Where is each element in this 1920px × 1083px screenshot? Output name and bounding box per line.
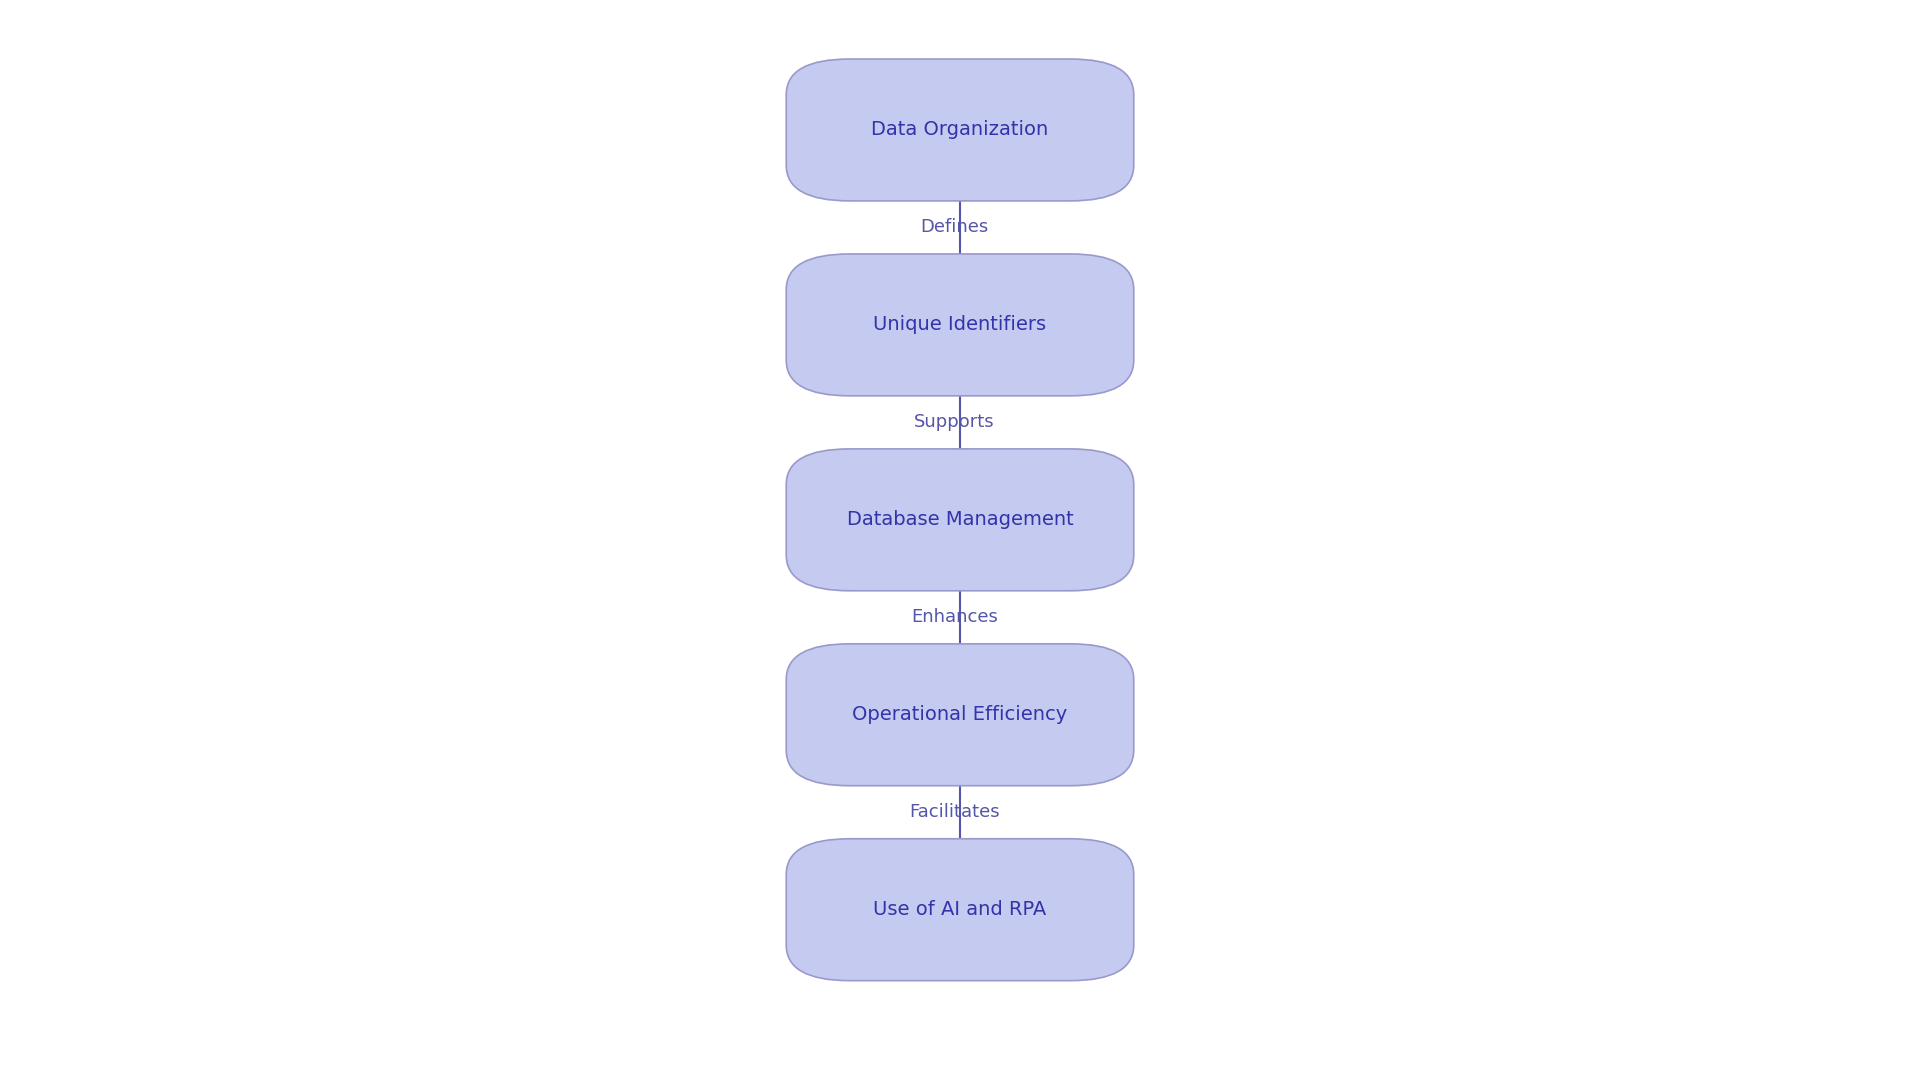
Text: Database Management: Database Management (847, 510, 1073, 530)
Text: Use of AI and RPA: Use of AI and RPA (874, 900, 1046, 919)
Text: Facilitates: Facilitates (908, 804, 1000, 821)
FancyBboxPatch shape (787, 448, 1133, 591)
FancyBboxPatch shape (787, 838, 1133, 981)
Text: Data Organization: Data Organization (872, 120, 1048, 140)
Text: Enhances: Enhances (910, 609, 998, 626)
Text: Operational Efficiency: Operational Efficiency (852, 705, 1068, 725)
Text: Defines: Defines (920, 219, 989, 236)
FancyBboxPatch shape (787, 255, 1133, 396)
FancyBboxPatch shape (787, 58, 1133, 201)
Text: Supports: Supports (914, 414, 995, 431)
FancyBboxPatch shape (787, 643, 1133, 786)
Text: Unique Identifiers: Unique Identifiers (874, 315, 1046, 335)
